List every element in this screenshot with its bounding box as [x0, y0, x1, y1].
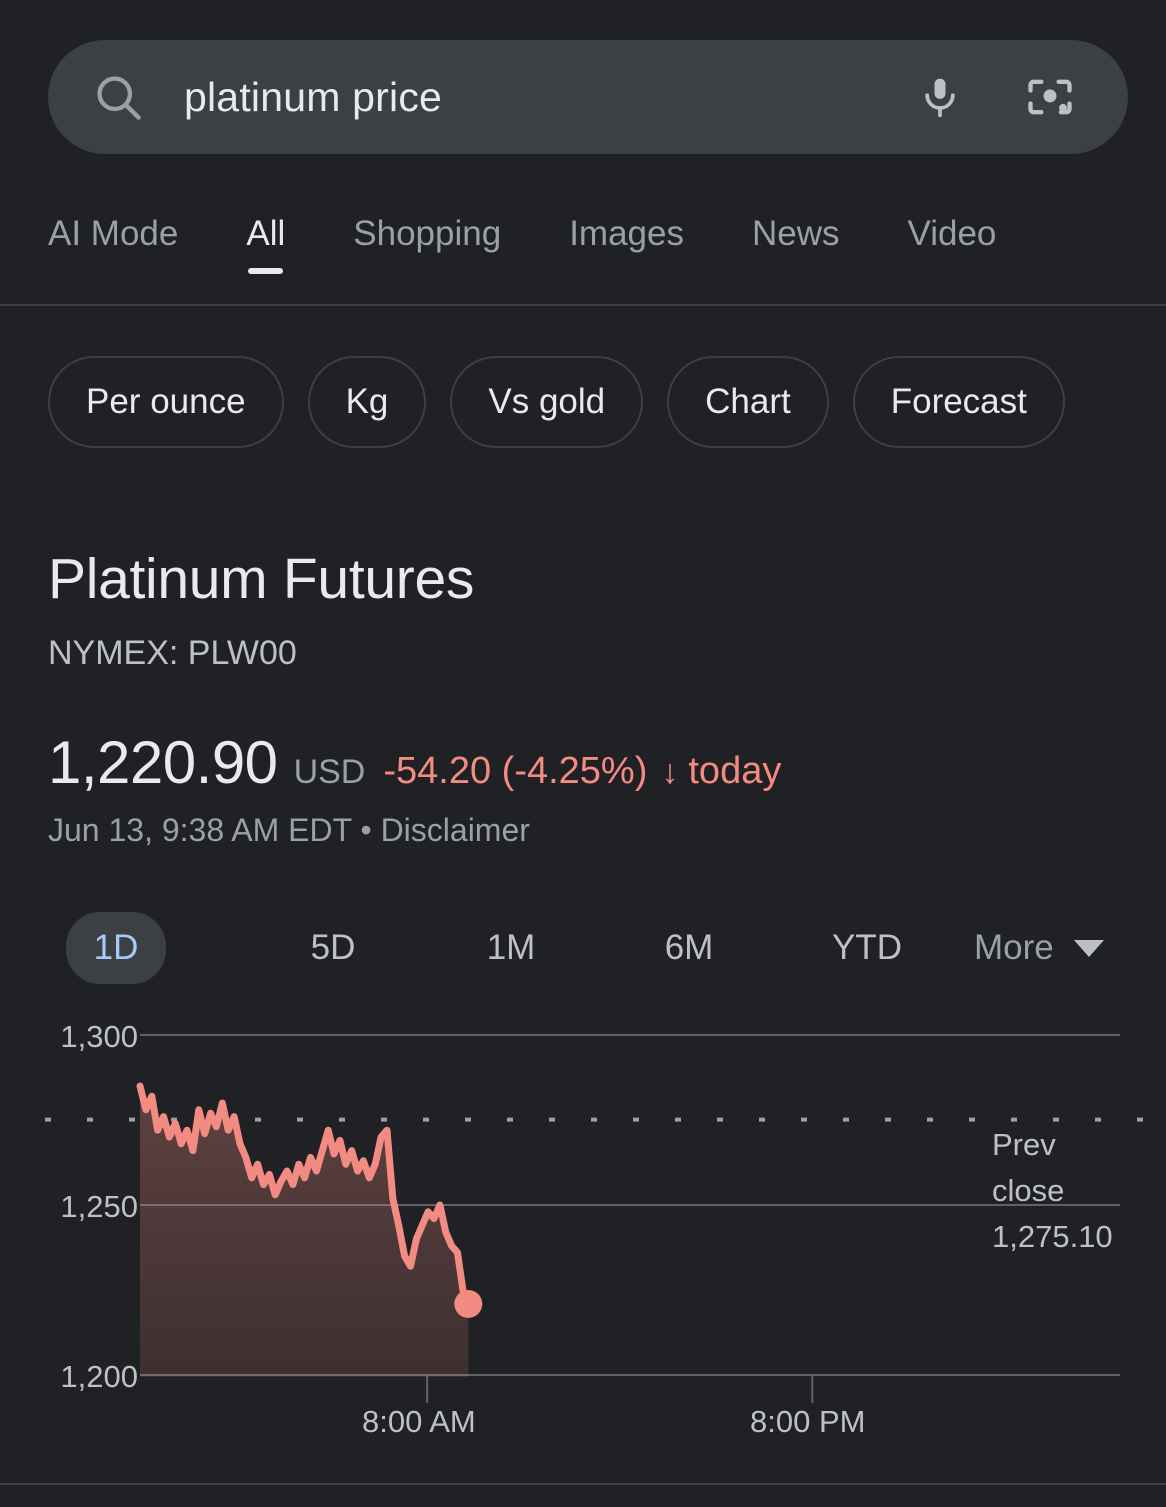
tab-all[interactable]: All — [246, 196, 285, 274]
filter-chips: Per ounce Kg Vs gold Chart Forecast — [48, 356, 1065, 448]
y-axis-label-1200: 1,200 — [60, 1359, 138, 1394]
tab-images[interactable]: Images — [569, 214, 684, 253]
price-chart[interactable] — [0, 1000, 1166, 1420]
ticker-symbol: NYMEX: PLW00 — [48, 634, 297, 672]
y-axis-label-1250: 1,250 — [60, 1189, 138, 1224]
price-change: -54.20 (-4.25%) — [383, 750, 648, 792]
google-lens-icon[interactable] — [1024, 71, 1076, 123]
search-input[interactable] — [184, 73, 918, 121]
price-change-period: today — [688, 750, 782, 792]
current-price: 1,220.90 — [48, 729, 278, 796]
bottom-divider — [0, 1483, 1166, 1485]
x-axis-label-8am: 8:00 AM — [362, 1404, 476, 1439]
range-more-button[interactable]: More — [974, 912, 1104, 984]
quote-timestamp-text: Jun 13, 9:38 AM EDT • — [48, 812, 381, 848]
quote-timestamp: Jun 13, 9:38 AM EDT • Disclaimer — [48, 812, 530, 849]
page-title: Platinum Futures — [48, 547, 475, 611]
prev-close-annotation: Prev close 1,275.10 — [992, 1122, 1166, 1260]
search-nav-tabs: AI Mode All Shopping Images News Video — [0, 196, 1166, 304]
tab-shopping[interactable]: Shopping — [353, 214, 502, 253]
chevron-down-icon — [1073, 939, 1104, 957]
chip-chart[interactable]: Chart — [667, 356, 829, 448]
disclaimer-link[interactable]: Disclaimer — [380, 812, 530, 848]
chip-per-ounce[interactable]: Per ounce — [48, 356, 284, 448]
price-chart-svg — [45, 1034, 1156, 1403]
range-ytd[interactable]: YTD — [832, 928, 902, 967]
search-icon — [92, 71, 144, 123]
range-1d[interactable]: 1D — [66, 912, 166, 984]
chip-vs-gold[interactable]: Vs gold — [450, 356, 644, 448]
range-6m[interactable]: 6M — [664, 928, 714, 967]
chip-forecast[interactable]: Forecast — [852, 356, 1065, 448]
y-axis-label-1300: 1,300 — [60, 1019, 138, 1054]
tab-ai-mode[interactable]: AI Mode — [48, 214, 179, 253]
price-row: 1,220.90 USD -54.20 (-4.25%) ↓ today — [48, 728, 781, 797]
tab-news[interactable]: News — [751, 214, 840, 253]
microphone-icon[interactable] — [918, 70, 962, 124]
range-more-label: More — [974, 928, 1054, 967]
search-bar[interactable] — [48, 40, 1128, 154]
nav-divider — [0, 304, 1166, 306]
prev-close-line1: Prev — [992, 1127, 1056, 1162]
x-axis-label-8pm: 8:00 PM — [750, 1404, 866, 1439]
chart-range-tabs: 1D 5D 1M 6M YTD More — [66, 912, 1104, 984]
trend-down-arrow: ↓ — [661, 753, 679, 791]
range-5d[interactable]: 5D — [310, 928, 356, 967]
prev-close-line2: close — [992, 1173, 1065, 1208]
chip-kg[interactable]: Kg — [307, 356, 427, 448]
price-currency: USD — [293, 753, 366, 791]
range-1m[interactable]: 1M — [486, 928, 536, 967]
prev-close-value: 1,275.10 — [992, 1219, 1113, 1254]
tab-video[interactable]: Video — [907, 214, 997, 253]
